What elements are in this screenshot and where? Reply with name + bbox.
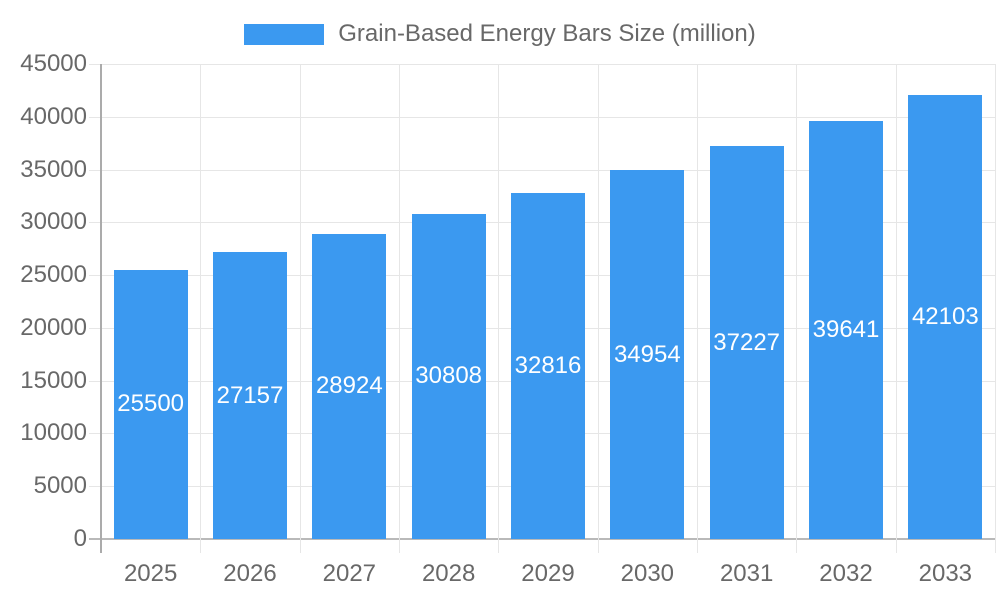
bar-2031 (709, 146, 784, 539)
x-tick-label-2026: 2026 (223, 560, 277, 587)
x-tick-label-2032: 2032 (819, 560, 873, 587)
x-tick-label-2028: 2028 (421, 560, 476, 587)
bar-2025 (113, 269, 188, 539)
x-axis-line (89, 538, 995, 540)
y-tick-label: 5000 (33, 472, 87, 500)
bar-2026 (213, 252, 287, 539)
y-tick-label: 15000 (20, 366, 87, 394)
y-tick-label: 30000 (20, 208, 87, 236)
bar-value-label-2028: 30808 (415, 362, 483, 390)
x-gridline (895, 64, 897, 553)
bar-2030 (610, 170, 685, 539)
y-axis-line (100, 64, 102, 553)
y-tick-label: 25000 (20, 261, 87, 289)
bar-value-label-2033: 42103 (911, 302, 979, 330)
y-tick-label: 20000 (20, 313, 87, 341)
x-gridline (597, 64, 599, 553)
x-gridline (299, 64, 301, 553)
y-tick-label: 10000 (20, 419, 87, 447)
y-tick-label: 35000 (20, 155, 87, 183)
x-tick-label-2031: 2031 (719, 560, 774, 587)
x-gridline (498, 64, 500, 553)
bar-2033 (908, 94, 983, 539)
bar-value-label-2025: 25500 (117, 390, 185, 418)
bar-2032 (809, 120, 883, 539)
legend-swatch (244, 23, 325, 45)
x-gridline (399, 64, 400, 553)
x-tick-label-2033: 2033 (918, 560, 973, 587)
bar-value-label-2031: 37227 (713, 328, 781, 356)
bar-2028 (411, 213, 486, 539)
y-tick-label: 40000 (20, 102, 87, 130)
x-gridline (200, 64, 202, 553)
legend-item[interactable]: Grain-Based Energy Bars Size (million) (0, 20, 1000, 48)
x-gridline (697, 64, 698, 553)
y-gridline (89, 116, 995, 118)
y-tick-label: 45000 (20, 50, 87, 77)
bar-value-label-2027: 28924 (315, 372, 383, 400)
bar-value-label-2026: 27157 (216, 381, 284, 409)
x-tick-label-2025: 2025 (123, 560, 178, 587)
x-tick-label-2030: 2030 (620, 560, 675, 587)
bar-2029 (511, 192, 585, 539)
x-tick-label-2029: 2029 (521, 560, 575, 587)
bar-value-label-2032: 39641 (812, 315, 880, 343)
bar-2027 (312, 233, 387, 539)
bar-value-label-2030: 34954 (613, 340, 681, 368)
x-gridline (995, 64, 996, 553)
y-tick-label: 0 (73, 525, 87, 552)
x-gridline (796, 64, 798, 553)
y-gridline (89, 169, 995, 171)
legend-label: Grain-Based Energy Bars Size (million) (338, 20, 756, 47)
x-tick-label-2027: 2027 (322, 560, 377, 587)
y-gridline (89, 64, 995, 65)
bar-value-label-2029: 32816 (514, 351, 582, 379)
